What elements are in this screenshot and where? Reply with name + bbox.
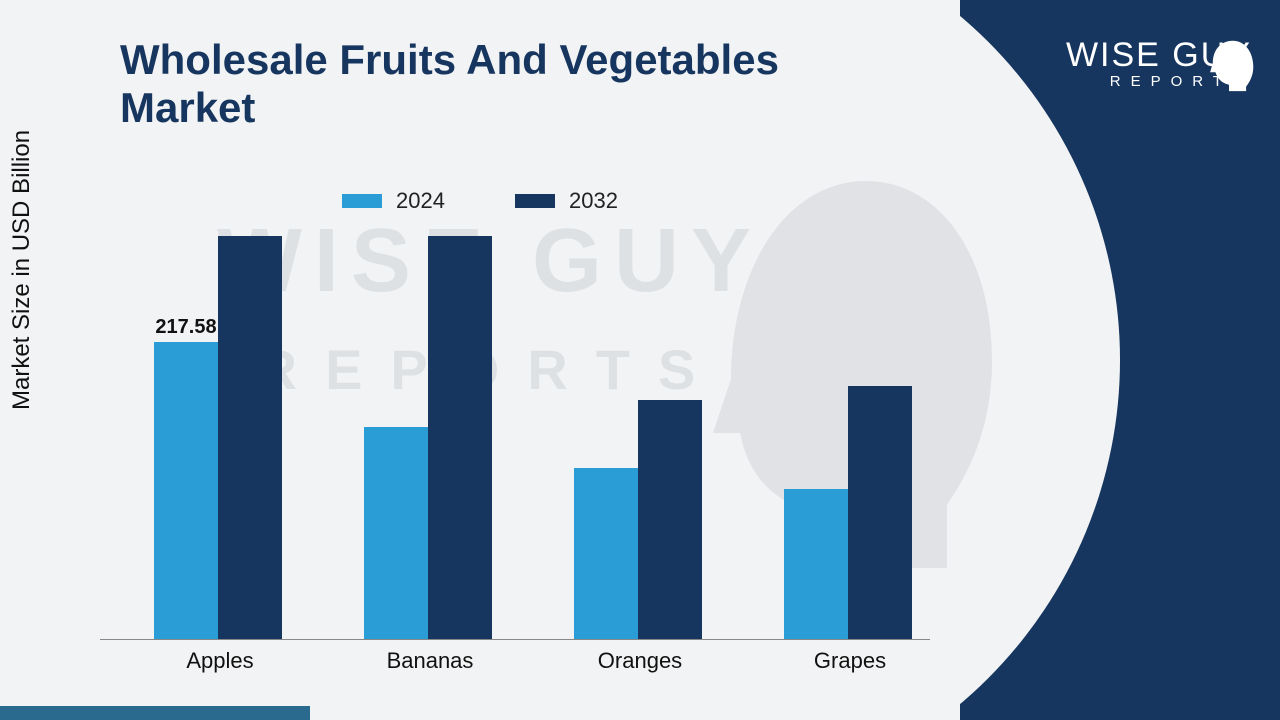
logo-head-icon <box>1202 38 1256 92</box>
bar: 217.58 <box>154 342 218 639</box>
chart-title: Wholesale Fruits And Vegetables Market <box>120 36 840 133</box>
legend-item-2032: 2032 <box>515 188 618 214</box>
chart-canvas: WISE GUY REPORTS Wholesale Fruits And Ve… <box>0 0 1280 720</box>
category-label: Oranges <box>560 648 720 674</box>
category-label: Grapes <box>770 648 930 674</box>
legend-item-2024: 2024 <box>342 188 445 214</box>
category-label: Apples <box>140 648 300 674</box>
bottom-accent-bar <box>0 706 310 720</box>
y-axis-label: Market Size in USD Billion <box>8 130 36 410</box>
plot-area: 217.58ApplesBananasOrangesGrapes <box>100 230 930 640</box>
legend-label-2024: 2024 <box>396 188 445 214</box>
legend-swatch-2032 <box>515 194 555 208</box>
bar <box>218 236 282 639</box>
legend-swatch-2024 <box>342 194 382 208</box>
bar <box>428 236 492 639</box>
legend: 2024 2032 <box>0 188 960 214</box>
x-axis-baseline <box>100 639 930 640</box>
brand-logo: WISE GUY REPORTS <box>992 36 1252 90</box>
bar <box>638 400 702 639</box>
bar <box>364 427 428 639</box>
bar <box>784 489 848 639</box>
category-label: Bananas <box>350 648 510 674</box>
legend-label-2032: 2032 <box>569 188 618 214</box>
bar <box>574 468 638 639</box>
bar <box>848 386 912 639</box>
